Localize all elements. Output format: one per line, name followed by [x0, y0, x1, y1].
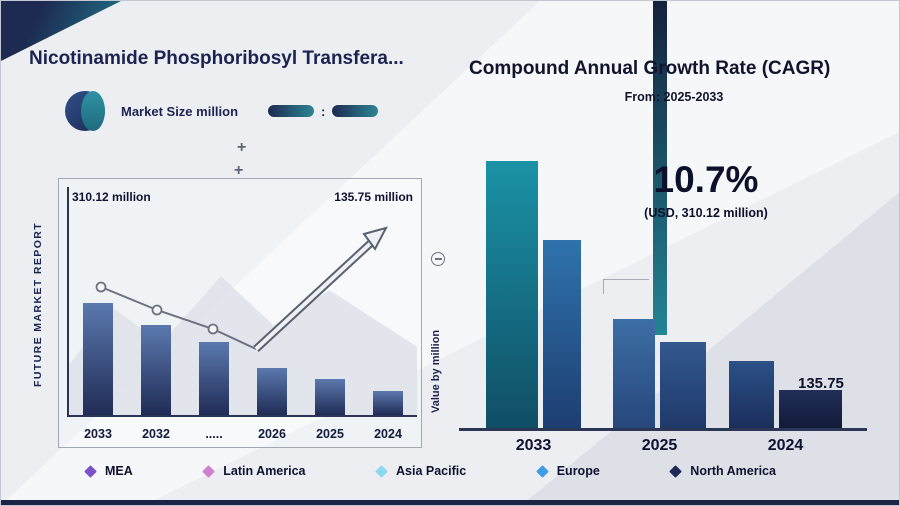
cagr-bar-2024-primary: [729, 361, 774, 428]
legend-pills: :: [268, 103, 379, 119]
cagr-bar-group-2024: 2024: [729, 361, 842, 454]
plus-icon: +: [234, 162, 244, 179]
pill-icon: [332, 105, 379, 117]
legend-diamond-icon: [202, 464, 216, 478]
market-size-bar-2032: [141, 325, 171, 415]
cagr-subtitle: From: 2025-2033: [624, 90, 724, 104]
market-size-bar-.....: [199, 342, 229, 415]
legend-label: MEA: [105, 464, 133, 478]
market-size-x-labels: 2033 2032..... 2026 2025 2024: [69, 427, 417, 441]
pill-separator: :: [321, 103, 326, 119]
market-size-legend: Market Size million :: [65, 91, 379, 131]
cagr-chart: 2033 2025 2024 135.75: [453, 127, 893, 469]
legend-item-north-america: North America: [669, 464, 776, 478]
cagr-bar-2024-secondary: [779, 390, 842, 428]
legend-label: Latin America: [223, 464, 306, 478]
market-size-chart: 310.12 million 135.75 million 2033 2032..…: [58, 178, 422, 448]
legend-label: Europe: [556, 464, 600, 478]
legend-diamond-icon: [375, 464, 388, 478]
trend-arrow: [95, 226, 388, 352]
cagr-bar-2025-primary: [613, 319, 655, 428]
y-axis: [67, 187, 69, 417]
legend-item-asia-pacific: Asia Pacific: [375, 464, 467, 478]
legend-item-latin-america: Latin America: [202, 464, 306, 478]
cagr-title: Compound Annual Growth Rate (CAGR): [469, 58, 831, 79]
value-by-million-label: Value by million: [430, 329, 442, 413]
market-size-label: Market Size million: [121, 103, 239, 119]
cagr-x-label: 2024: [767, 437, 804, 454]
cagr-bar-2033-secondary: [543, 240, 581, 428]
cagr-x-axis: [459, 428, 867, 431]
annotation-top-left-value: 310.12 million: [72, 190, 151, 204]
legend-diamond-icon: [669, 464, 683, 478]
region-legend: MEA Latin America Asia Pacific Europe North …: [84, 464, 776, 478]
legend-diamond-icon: [84, 464, 97, 478]
cagr-2024-value-label: 135.75: [798, 375, 844, 392]
cagr-bar-2025-secondary: [660, 342, 706, 428]
cagr-x-label: 2033: [515, 437, 552, 454]
future-market-report-watermark: FUTURE MARKET REPORT: [32, 221, 44, 387]
plus-icon: +: [237, 139, 247, 156]
annotation-top-right-value: 135.75 million: [334, 190, 413, 204]
bottom-accent-bar: [1, 500, 899, 505]
market-size-bars: [69, 303, 417, 415]
market-size-bar-2025: [315, 379, 345, 415]
step-decoration: [603, 279, 649, 294]
market-x-label: .....: [205, 427, 223, 441]
x-axis: [67, 415, 417, 417]
market-size-bar-2024: [373, 391, 403, 415]
cagr-value-block: 10.7% (USD, 310.12 million): [591, 159, 821, 220]
market-x-label: 2033: [84, 427, 112, 441]
left-chart-title: Nicotinamide Phosphoribosyl Transfera...: [29, 48, 404, 69]
market-x-label: 2032: [142, 427, 170, 441]
pill-icon: [268, 105, 315, 117]
vertical-accent-strip: [653, 1, 667, 335]
cagr-bar-group-2025: 2025: [613, 319, 706, 454]
cagr-bar-group-2033: 2033: [486, 161, 581, 454]
legend-label: North America: [690, 464, 776, 478]
market-x-label: 2026: [258, 427, 286, 441]
legend-item-europe: Europe: [535, 464, 600, 478]
legend-item-mea: MEA: [84, 464, 133, 478]
sphere-icon: [65, 91, 105, 131]
legend-label: Asia Pacific: [396, 464, 467, 478]
cagr-bar-groups: 2033 2025 2024: [453, 127, 893, 469]
cagr-usd-note: (USD, 310.12 million): [644, 206, 768, 220]
cagr-x-label: 2025: [641, 437, 678, 454]
market-size-bar-2026: [257, 368, 287, 415]
cagr-bar-2033-primary: [486, 161, 538, 428]
market-x-label: 2024: [374, 427, 402, 441]
cagr-percentage: 10.7%: [653, 159, 759, 200]
circle-minus-icon: [431, 252, 445, 266]
market-size-bar-2033: [83, 303, 113, 415]
legend-diamond-icon: [535, 464, 549, 478]
market-x-label: 2025: [316, 427, 344, 441]
